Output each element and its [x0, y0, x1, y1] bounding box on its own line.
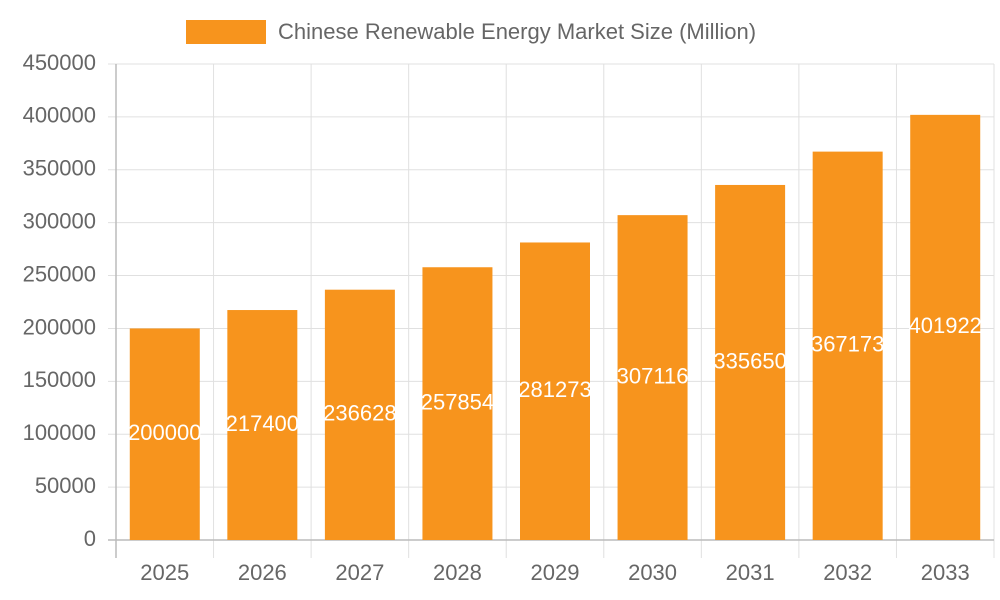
y-tick-label: 300000 — [23, 208, 96, 233]
data-label: 257854 — [421, 389, 494, 414]
bar — [324, 289, 395, 540]
bar — [812, 151, 883, 541]
y-tick-label: 50000 — [35, 473, 96, 498]
x-tick-label: 2027 — [335, 560, 384, 585]
bar — [520, 242, 590, 540]
y-tick-label: 150000 — [23, 367, 96, 392]
y-tick-label: 100000 — [23, 420, 96, 445]
bar — [715, 184, 786, 540]
bar — [617, 215, 688, 540]
x-tick-label: 2030 — [628, 560, 677, 585]
data-label: 401922 — [909, 313, 982, 338]
legend-swatch[interactable] — [186, 20, 266, 44]
y-tick-label: 0 — [84, 526, 96, 551]
x-tick-label: 2028 — [433, 560, 482, 585]
x-tick-label: 2031 — [726, 560, 775, 585]
y-tick-label: 350000 — [23, 156, 96, 181]
bar — [910, 114, 981, 541]
data-label: 307116 — [617, 363, 689, 388]
y-tick-label: 250000 — [23, 261, 96, 286]
data-label: 335650 — [713, 348, 786, 373]
bar — [422, 267, 493, 540]
x-tick-label: 2026 — [238, 560, 287, 585]
data-label: 200000 — [128, 420, 201, 445]
x-tick-label: 2033 — [921, 560, 970, 585]
data-label: 236628 — [323, 401, 396, 426]
bar — [227, 310, 298, 540]
x-tick-label: 2029 — [531, 560, 580, 585]
data-label: 281273 — [518, 377, 591, 402]
x-tick-label: 2032 — [823, 560, 872, 585]
data-label: 217400 — [226, 411, 299, 436]
data-label: 367173 — [811, 332, 884, 357]
y-tick-label: 400000 — [23, 103, 96, 128]
bar — [129, 328, 200, 540]
y-tick-label: 450000 — [23, 50, 96, 75]
y-tick-label: 200000 — [23, 314, 96, 339]
legend-label[interactable]: Chinese Renewable Energy Market Size (Mi… — [278, 19, 756, 44]
x-tick-label: 2025 — [140, 560, 189, 585]
